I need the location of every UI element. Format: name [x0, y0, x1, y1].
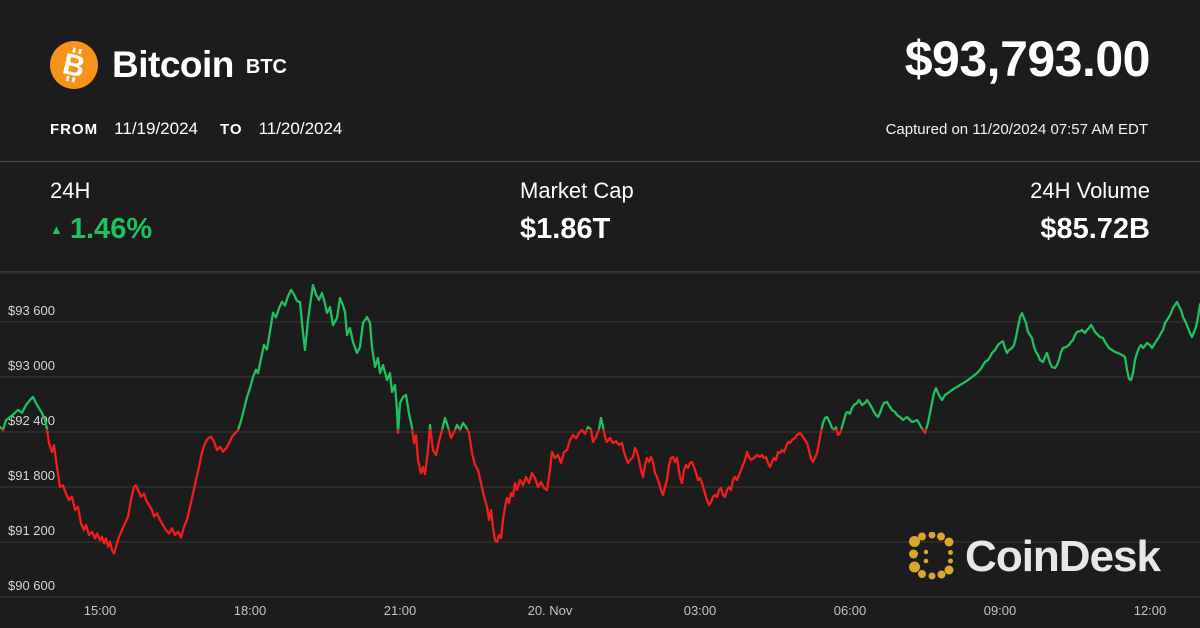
- to-label: TO: [220, 121, 243, 138]
- svg-text:$91 200: $91 200: [8, 523, 55, 538]
- stat-24h-change: 24H ▲ 1.46%: [50, 178, 152, 246]
- coin-name: Bitcoin: [112, 44, 234, 85]
- svg-text:12:00: 12:00: [1134, 603, 1167, 618]
- svg-text:$91 800: $91 800: [8, 468, 55, 483]
- volume-label: 24H Volume: [1030, 178, 1150, 203]
- svg-text:03:00: 03:00: [684, 603, 717, 618]
- bitcoin-icon: B: [50, 41, 98, 89]
- change-label: 24H: [50, 178, 91, 203]
- market-cap-label: Market Cap: [520, 178, 634, 203]
- up-arrow-icon: ▲: [50, 222, 63, 237]
- to-date: 11/20/2024: [258, 119, 343, 138]
- coindesk-logo: CoinDesk: [907, 532, 1161, 582]
- svg-text:$90 600: $90 600: [8, 578, 55, 593]
- coin-ticker: BTC: [245, 55, 287, 78]
- captured-timestamp: Captured on 11/20/2024 07:57 AM EDT: [885, 121, 1148, 138]
- stat-market-cap: Market Cap $1.86T: [520, 178, 634, 246]
- market-cap-value: $1.86T: [520, 213, 611, 245]
- svg-text:$93 000: $93 000: [8, 358, 55, 373]
- current-price: $93,793.00: [904, 31, 1151, 87]
- svg-text:06:00: 06:00: [834, 603, 867, 618]
- change-percent: 1.46%: [69, 213, 153, 245]
- coindesk-wordmark: CoinDesk: [965, 532, 1161, 581]
- svg-text:18:00: 18:00: [234, 603, 267, 618]
- from-label: FROM: [50, 121, 99, 138]
- from-date: 11/19/2024: [114, 119, 198, 138]
- price-chart: $93 600 $93 000 $92 400 $91 800 $91 200 $90 6…: [0, 268, 1200, 628]
- stats-row: 24H ▲ 1.46% Market Cap $1.86T 24H Volume…: [0, 162, 1200, 272]
- coin-header: B Bitcoin BTC: [50, 41, 287, 89]
- stat-24h-volume: 24H Volume $85.72B: [1030, 178, 1150, 246]
- svg-text:$93 600: $93 600: [8, 303, 55, 318]
- date-range: FROM 11/19/2024 TO 11/20/2024: [50, 119, 342, 139]
- volume-value: $85.72B: [1040, 213, 1150, 245]
- svg-text:$92 400: $92 400: [8, 413, 55, 428]
- svg-text:15:00: 15:00: [84, 603, 117, 618]
- coindesk-icon: [909, 532, 954, 580]
- header-divider: [0, 161, 1200, 162]
- svg-text:21:00: 21:00: [384, 603, 417, 618]
- price-chart-svg: $93 600 $93 000 $92 400 $91 800 $91 200 $90 6…: [0, 272, 1200, 618]
- change-value: ▲ 1.46%: [50, 213, 152, 246]
- svg-text:20. Nov: 20. Nov: [528, 603, 573, 618]
- svg-text:09:00: 09:00: [984, 603, 1017, 618]
